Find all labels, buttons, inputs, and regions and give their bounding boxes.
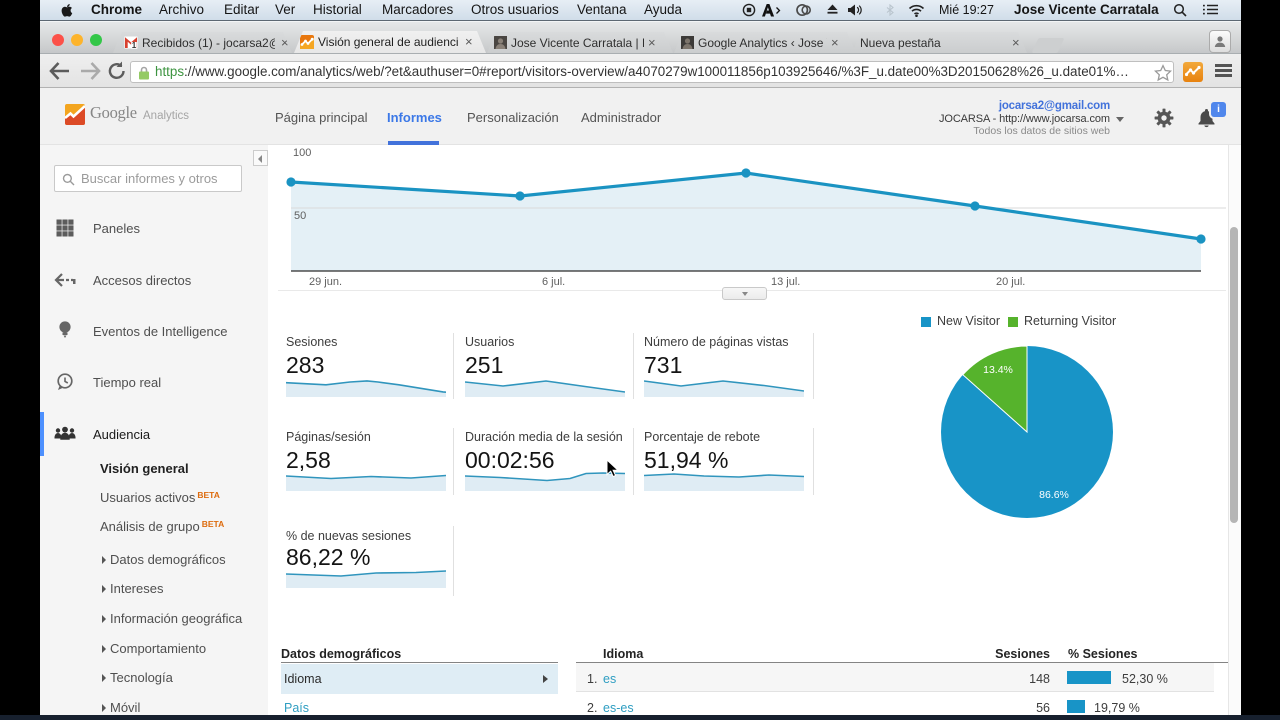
svg-text:1: 1 <box>132 41 137 49</box>
